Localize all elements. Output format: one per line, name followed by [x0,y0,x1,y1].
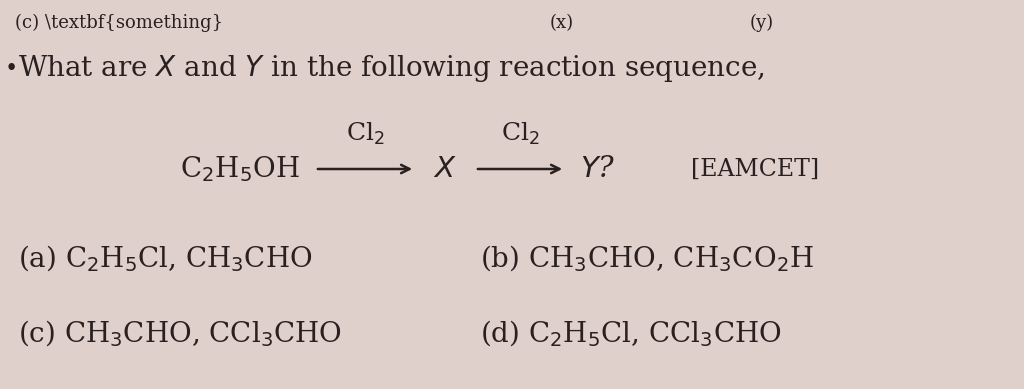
Text: •: • [5,58,18,80]
Text: (x): (x) [550,14,574,32]
Text: $X$: $X$ [433,155,457,183]
Text: (b) CH$_3$CHO, CH$_3$CO$_2$H: (b) CH$_3$CHO, CH$_3$CO$_2$H [480,244,814,274]
Text: [EAMCET]: [EAMCET] [691,158,819,180]
Text: $Y$?: $Y$? [581,155,615,183]
Text: Cl$_2$: Cl$_2$ [346,121,384,147]
Text: (y): (y) [750,14,774,32]
Text: Cl$_2$: Cl$_2$ [501,121,540,147]
Text: (d) C$_2$H$_5$Cl, CCl$_3$CHO: (d) C$_2$H$_5$Cl, CCl$_3$CHO [480,319,781,349]
Text: What are $X$ and $Y$ in the following reaction sequence,: What are $X$ and $Y$ in the following re… [18,54,765,84]
Text: (c) CH$_3$CHO, CCl$_3$CHO: (c) CH$_3$CHO, CCl$_3$CHO [18,319,342,349]
Text: C$_2$H$_5$OH: C$_2$H$_5$OH [180,154,300,184]
Text: (c) \textbf{something}: (c) \textbf{something} [15,14,223,32]
Text: (a) C$_2$H$_5$Cl, CH$_3$CHO: (a) C$_2$H$_5$Cl, CH$_3$CHO [18,244,312,274]
